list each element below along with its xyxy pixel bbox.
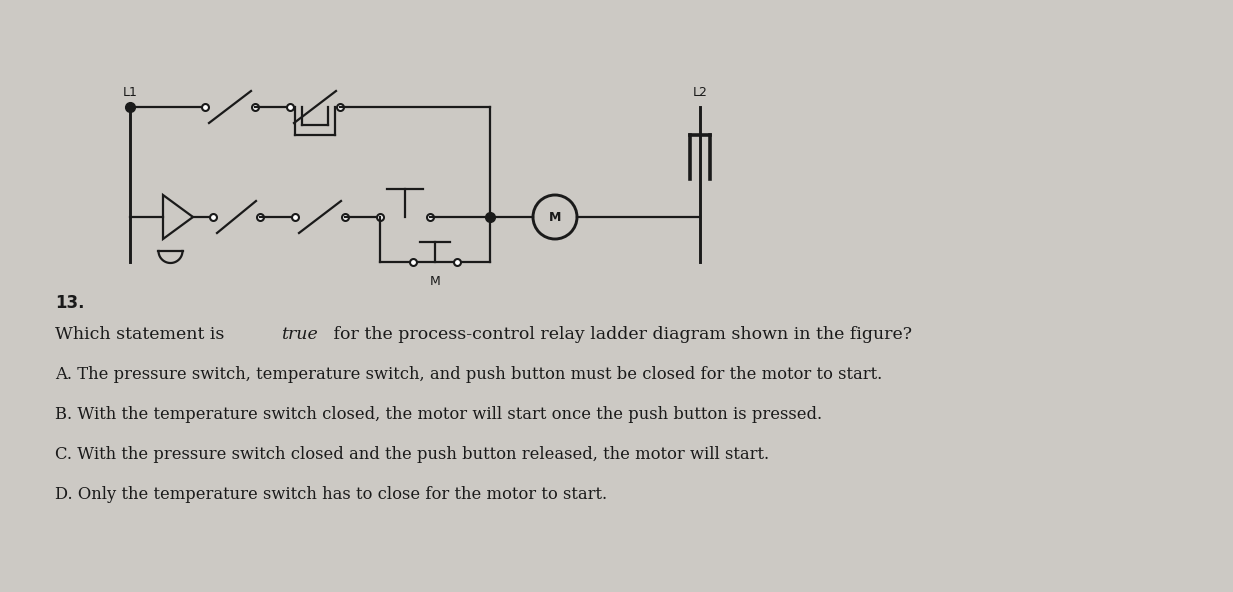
Text: for the process-control relay ladder diagram shown in the figure?: for the process-control relay ladder dia…: [328, 326, 912, 343]
Text: L2: L2: [693, 86, 708, 99]
Text: M: M: [429, 275, 440, 288]
Text: M: M: [549, 211, 561, 224]
Text: L1: L1: [122, 86, 137, 99]
Text: D. Only the temperature switch has to close for the motor to start.: D. Only the temperature switch has to cl…: [55, 486, 607, 503]
Text: Which statement is: Which statement is: [55, 326, 229, 343]
Text: B. With the temperature switch closed, the motor will start once the push button: B. With the temperature switch closed, t…: [55, 406, 822, 423]
Text: C. With the pressure switch closed and the push button released, the motor will : C. With the pressure switch closed and t…: [55, 446, 769, 463]
Text: A. The pressure switch, temperature switch, and push button must be closed for t: A. The pressure switch, temperature swit…: [55, 366, 883, 383]
Text: 13.: 13.: [55, 294, 85, 312]
Text: true: true: [281, 326, 317, 343]
